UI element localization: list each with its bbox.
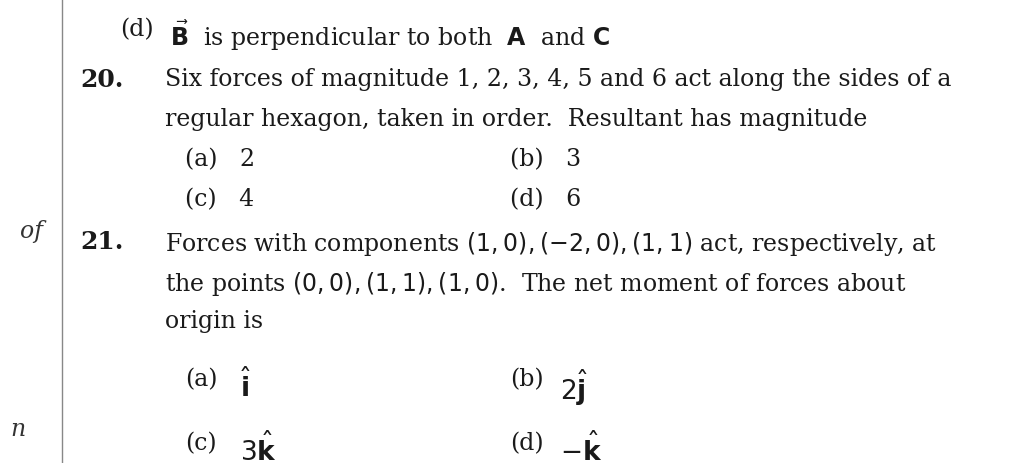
Text: $3\hat{\mathbf{k}}$: $3\hat{\mathbf{k}}$ (240, 431, 276, 463)
Text: (d): (d) (510, 431, 544, 454)
Text: $-\hat{\mathbf{k}}$: $-\hat{\mathbf{k}}$ (560, 431, 602, 463)
Text: (b): (b) (510, 367, 544, 390)
Text: 20.: 20. (80, 68, 123, 92)
Text: regular hexagon, taken in order.  Resultant has magnitude: regular hexagon, taken in order. Resulta… (165, 108, 867, 131)
Text: Forces with components $(1,0),(-2,0),(1,1)$ act, respectively, at: Forces with components $(1,0),(-2,0),(1,… (165, 230, 937, 257)
Text: 21.: 21. (80, 230, 123, 253)
Text: Six forces of magnitude 1, 2, 3, 4, 5 and 6 act along the sides of a: Six forces of magnitude 1, 2, 3, 4, 5 an… (165, 68, 951, 91)
Text: (c): (c) (185, 431, 217, 454)
Text: $\vec{\mathbf{B}}$  is perpendicular to both  $\mathbf{A}$  and $\mathbf{C}$: $\vec{\mathbf{B}}$ is perpendicular to b… (170, 18, 610, 53)
Text: (c)   4: (c) 4 (185, 188, 254, 211)
Text: (d): (d) (120, 18, 154, 41)
Text: the points $(0,0),(1,1),(1,0)$.  The net moment of forces about: the points $(0,0),(1,1),(1,0)$. The net … (165, 269, 906, 297)
Text: $2\hat{\mathbf{j}}$: $2\hat{\mathbf{j}}$ (560, 367, 588, 407)
Text: of: of (20, 220, 43, 243)
Text: n: n (10, 418, 26, 441)
Text: (a)   2: (a) 2 (185, 148, 255, 171)
Text: $\hat{\mathbf{i}}$: $\hat{\mathbf{i}}$ (240, 367, 252, 401)
Text: (d)   6: (d) 6 (510, 188, 582, 211)
Text: origin is: origin is (165, 309, 263, 332)
Text: (a): (a) (185, 367, 217, 390)
Text: (b)   3: (b) 3 (510, 148, 582, 171)
